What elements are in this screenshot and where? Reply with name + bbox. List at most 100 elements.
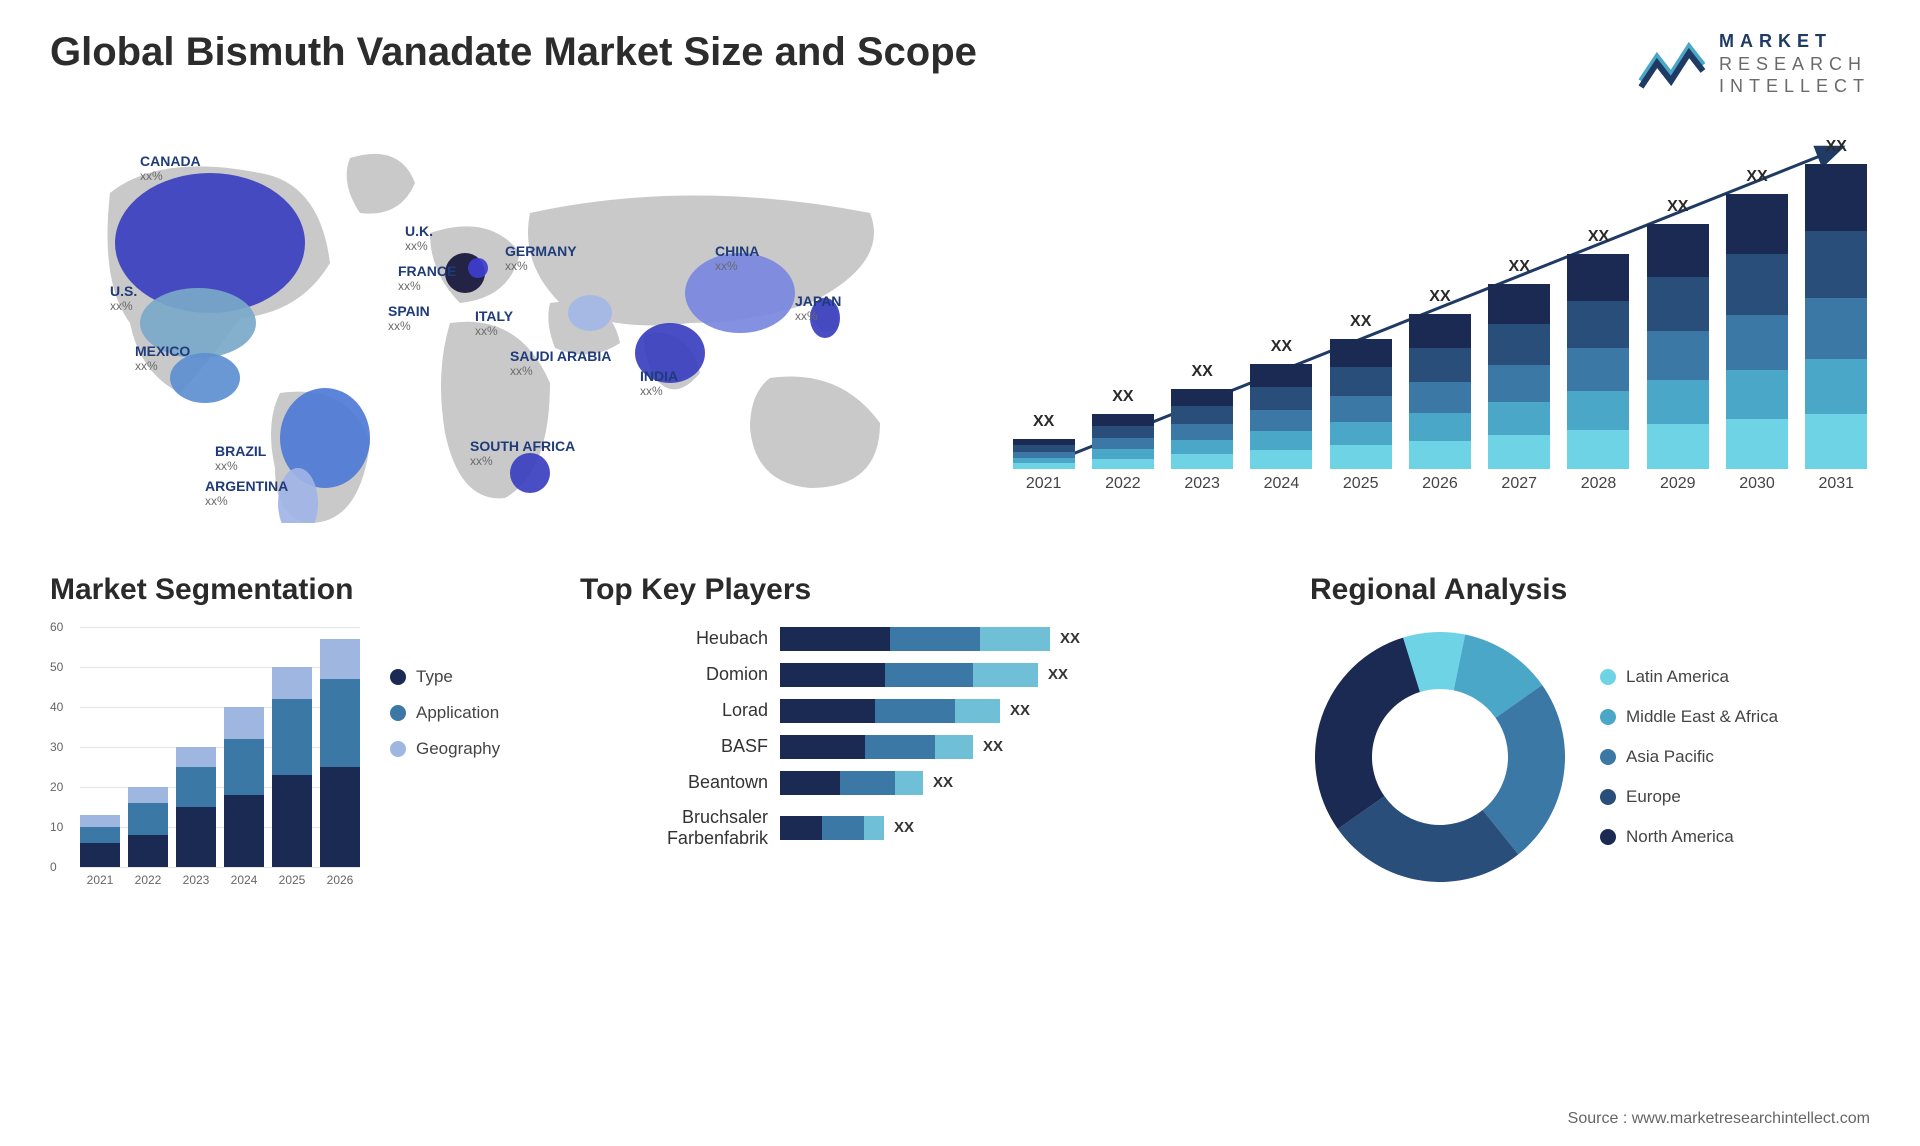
map-label: SAUDI ARABIAxx% (510, 348, 611, 378)
players-chart: HeubachXXDomionXXLoradXXBASFXXBeantownXX… (580, 627, 1260, 849)
brand-logo: MARKET RESEARCH INTELLECT (1637, 30, 1870, 98)
growth-bar-label: XX (1013, 413, 1075, 431)
growth-bar-year: 2028 (1581, 475, 1617, 493)
player-name: Lorad (580, 700, 780, 721)
player-bar (780, 771, 923, 795)
player-value: XX (1010, 702, 1030, 719)
player-name: BASF (580, 736, 780, 757)
growth-bar-label: XX (1171, 363, 1233, 381)
regional-section: Regional Analysis Latin America Middle Ea… (1310, 573, 1870, 887)
player-row: BASF XX (580, 735, 1260, 759)
player-bar (780, 627, 1050, 651)
legend-item: Middle East & Africa (1600, 707, 1778, 727)
map-label: U.K.xx% (405, 223, 433, 253)
map-label: MEXICOxx% (135, 343, 190, 373)
map-label: JAPANxx% (795, 293, 841, 323)
player-bar (780, 735, 973, 759)
player-value: XX (1048, 666, 1068, 683)
seg-xlabel: 2025 (272, 873, 312, 887)
seg-ytick: 0 (50, 860, 57, 874)
seg-ytick: 30 (50, 740, 63, 754)
page-title: Global Bismuth Vanadate Market Size and … (50, 30, 977, 75)
map-label: BRAZILxx% (215, 443, 266, 473)
legend-item: Application (390, 703, 500, 723)
growth-bar-year: 2026 (1422, 475, 1458, 493)
map-label: ITALYxx% (475, 308, 513, 338)
legend-item: Latin America (1600, 667, 1778, 687)
growth-bar-label: XX (1330, 313, 1392, 331)
map-label: SOUTH AFRICAxx% (470, 438, 575, 468)
regional-title: Regional Analysis (1310, 573, 1870, 607)
map-label: CHINAxx% (715, 243, 759, 273)
growth-bar: XX (1805, 164, 1867, 469)
seg-xlabel: 2021 (80, 873, 120, 887)
growth-bar-year: 2023 (1184, 475, 1220, 493)
seg-xlabel: 2024 (224, 873, 264, 887)
legend-item: Type (390, 667, 500, 687)
logo-line2: RESEARCH (1719, 53, 1870, 76)
growth-bar-year: 2024 (1264, 475, 1300, 493)
player-bar (780, 816, 884, 840)
growth-bar-label: XX (1805, 138, 1867, 156)
donut-slice (1315, 637, 1420, 828)
player-bar (780, 663, 1038, 687)
growth-bar: XX (1330, 339, 1392, 469)
growth-bar: XX (1092, 414, 1154, 469)
growth-bar-label: XX (1726, 168, 1788, 186)
player-row: Beantown XX (580, 771, 1260, 795)
growth-bar: XX (1726, 194, 1788, 469)
legend-item: North America (1600, 827, 1778, 847)
segmentation-bar (176, 747, 216, 867)
logo-mark-icon (1637, 37, 1707, 91)
seg-ytick: 10 (50, 820, 63, 834)
regional-donut-chart (1310, 627, 1570, 887)
player-name: Heubach (580, 628, 780, 649)
growth-bar-label: XX (1409, 288, 1471, 306)
player-row: DomionXX (580, 663, 1260, 687)
growth-bar: XX (1409, 314, 1471, 469)
growth-bar-year: 2030 (1739, 475, 1775, 493)
seg-xlabel: 2023 (176, 873, 216, 887)
map-label: ARGENTINAxx% (205, 478, 288, 508)
seg-ytick: 40 (50, 700, 63, 714)
map-label: CANADAxx% (140, 153, 201, 183)
regional-legend: Latin AmericaMiddle East & AfricaAsia Pa… (1600, 667, 1778, 847)
player-bar (780, 699, 1000, 723)
growth-bar: XX (1647, 224, 1709, 469)
growth-bar: XX (1488, 284, 1550, 469)
growth-bar-year: 2025 (1343, 475, 1379, 493)
growth-bar: XX (1250, 364, 1312, 469)
map-label: FRANCExx% (398, 263, 456, 293)
map-label: U.S.xx% (110, 283, 137, 313)
segmentation-bar (224, 707, 264, 867)
segmentation-bar (80, 815, 120, 867)
map-label: GERMANYxx% (505, 243, 577, 273)
players-title: Top Key Players (580, 573, 1260, 607)
seg-ytick: 50 (50, 660, 63, 674)
segmentation-title: Market Segmentation (50, 573, 530, 607)
player-value: XX (1060, 630, 1080, 647)
player-value: XX (933, 774, 953, 791)
seg-xlabel: 2022 (128, 873, 168, 887)
growth-bar-chart: XX 2021 XX 2022 XX 2023 XX 2024 XX 2025 XX 2026 XX 20… (1010, 123, 1870, 523)
growth-bar: XX (1171, 389, 1233, 469)
growth-bar: XX (1567, 254, 1629, 469)
growth-bar-year: 2021 (1026, 475, 1062, 493)
growth-bar-year: 2022 (1105, 475, 1141, 493)
segmentation-bar (320, 639, 360, 867)
player-name: Beantown (580, 772, 780, 793)
world-map: CANADAxx% U.S.xx% MEXICOxx% BRAZILxx% ARGENT… (50, 123, 950, 523)
player-value: XX (983, 738, 1003, 755)
growth-bar-label: XX (1250, 338, 1312, 356)
growth-bar-label: XX (1092, 388, 1154, 406)
segmentation-chart: 0102030405060202120222023202420252026 (50, 627, 360, 887)
logo-line1: MARKET (1719, 30, 1870, 53)
players-section: Top Key Players HeubachXXDomionXXLoradXX… (580, 573, 1260, 887)
segmentation-section: Market Segmentation 01020304050602021202… (50, 573, 530, 887)
growth-bar-year: 2031 (1818, 475, 1854, 493)
legend-item: Europe (1600, 787, 1778, 807)
source-credit: Source : www.marketresearchintellect.com (1568, 1110, 1870, 1128)
seg-ytick: 60 (50, 620, 63, 634)
seg-xlabel: 2026 (320, 873, 360, 887)
player-row: Heubach XX (580, 627, 1260, 651)
